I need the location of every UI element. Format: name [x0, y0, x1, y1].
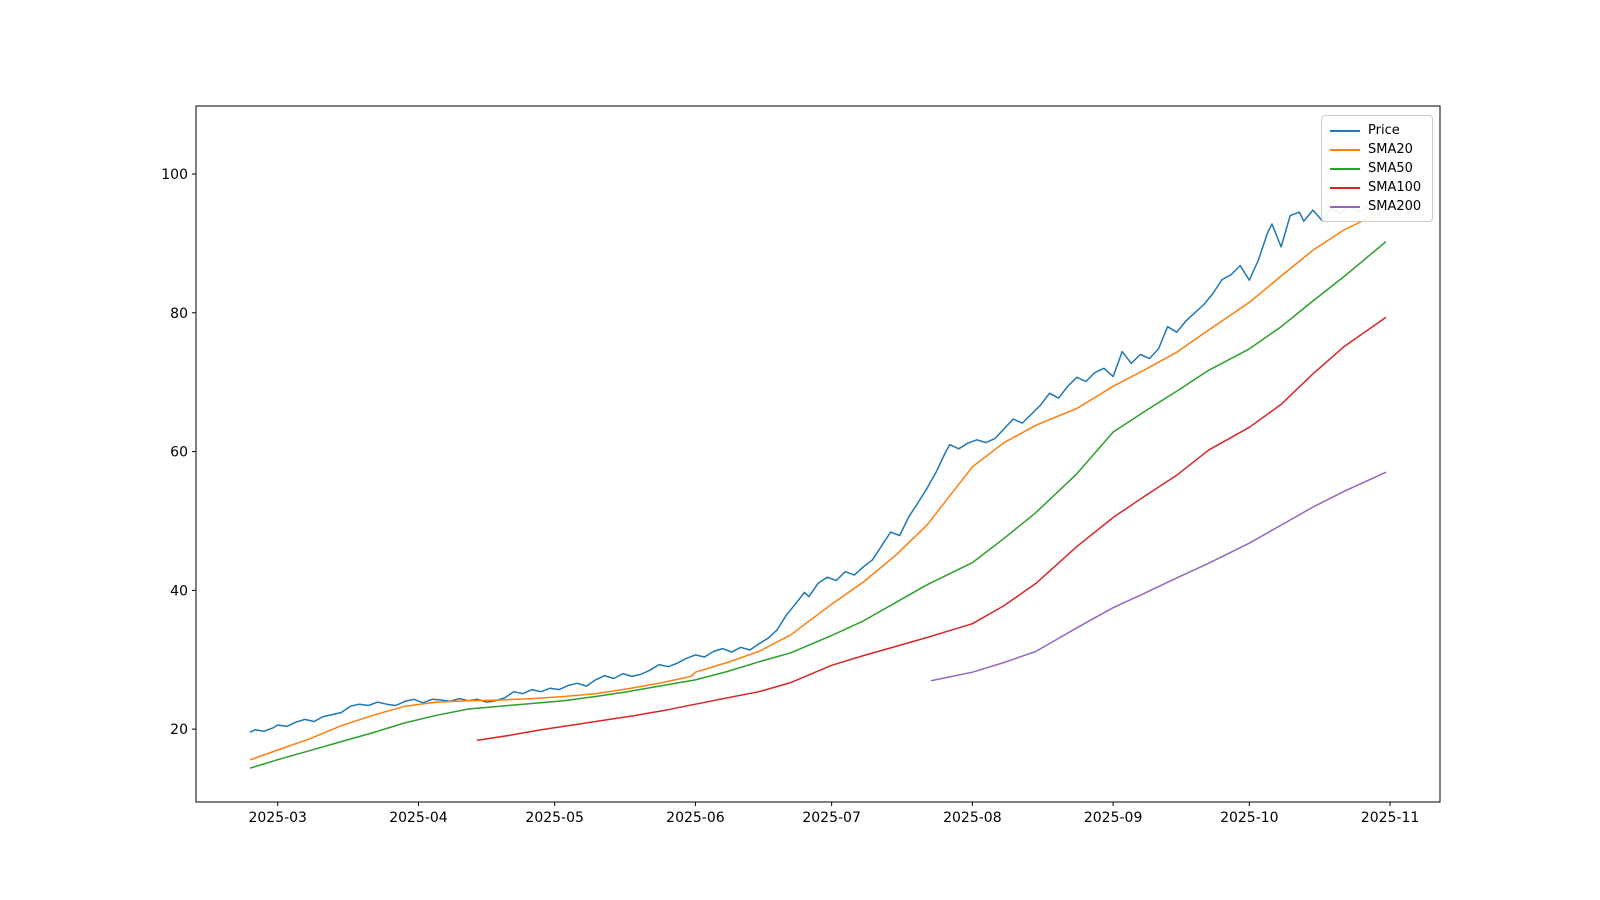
series-line-sma20	[249, 209, 1387, 761]
legend-label-price: Price	[1368, 123, 1400, 138]
x-axis-ticks: 2025-03 2025-04 2025-05 2025-06 2025-07 2025-…	[248, 802, 1419, 826]
y-tick-label: 60	[170, 445, 188, 461]
legend-label-sma100: SMA100	[1368, 180, 1422, 195]
sma20-line-sample-icon	[1330, 148, 1360, 151]
sma100-line-sample-icon	[1330, 186, 1360, 189]
price-line-sample-icon	[1330, 129, 1360, 132]
x-tick-label: 2025-11	[1361, 810, 1420, 826]
legend: Price SMA20 SMA50 SMA100 SMA200	[1321, 115, 1433, 222]
y-tick-label: 80	[170, 306, 188, 322]
x-tick-label: 2025-03	[248, 810, 307, 826]
x-tick-label: 2025-06	[666, 810, 725, 826]
series-line-price	[249, 203, 1387, 733]
y-tick-label: 100	[161, 167, 188, 183]
series-line-sma50	[249, 241, 1387, 769]
plot-border	[195, 105, 1441, 803]
series-line-sma200	[930, 471, 1387, 682]
sma50-line-sample-icon	[1330, 167, 1360, 170]
legend-item-sma50: SMA50	[1330, 161, 1424, 176]
x-tick-label: 2025-07	[802, 810, 861, 826]
x-tick-label: 2025-09	[1084, 810, 1143, 826]
series-line-sma100	[476, 316, 1387, 741]
series-lines	[249, 203, 1387, 769]
legend-label-sma200: SMA200	[1368, 199, 1422, 214]
x-tick-label: 2025-05	[525, 810, 584, 826]
legend-item-sma200: SMA200	[1330, 199, 1424, 214]
sma200-line-sample-icon	[1330, 205, 1360, 208]
y-tick-label: 20	[170, 722, 188, 738]
y-axis-ticks: 20 40 60 80 100	[161, 167, 196, 738]
x-tick-label: 2025-08	[943, 810, 1002, 826]
x-tick-label: 2025-04	[389, 810, 448, 826]
x-tick-label: 2025-10	[1220, 810, 1279, 826]
legend-label-sma20: SMA20	[1368, 142, 1413, 157]
legend-item-price: Price	[1330, 123, 1424, 138]
legend-label-sma50: SMA50	[1368, 161, 1413, 176]
y-tick-label: 40	[170, 583, 188, 599]
legend-item-sma100: SMA100	[1330, 180, 1424, 195]
legend-item-sma20: SMA20	[1330, 142, 1424, 157]
